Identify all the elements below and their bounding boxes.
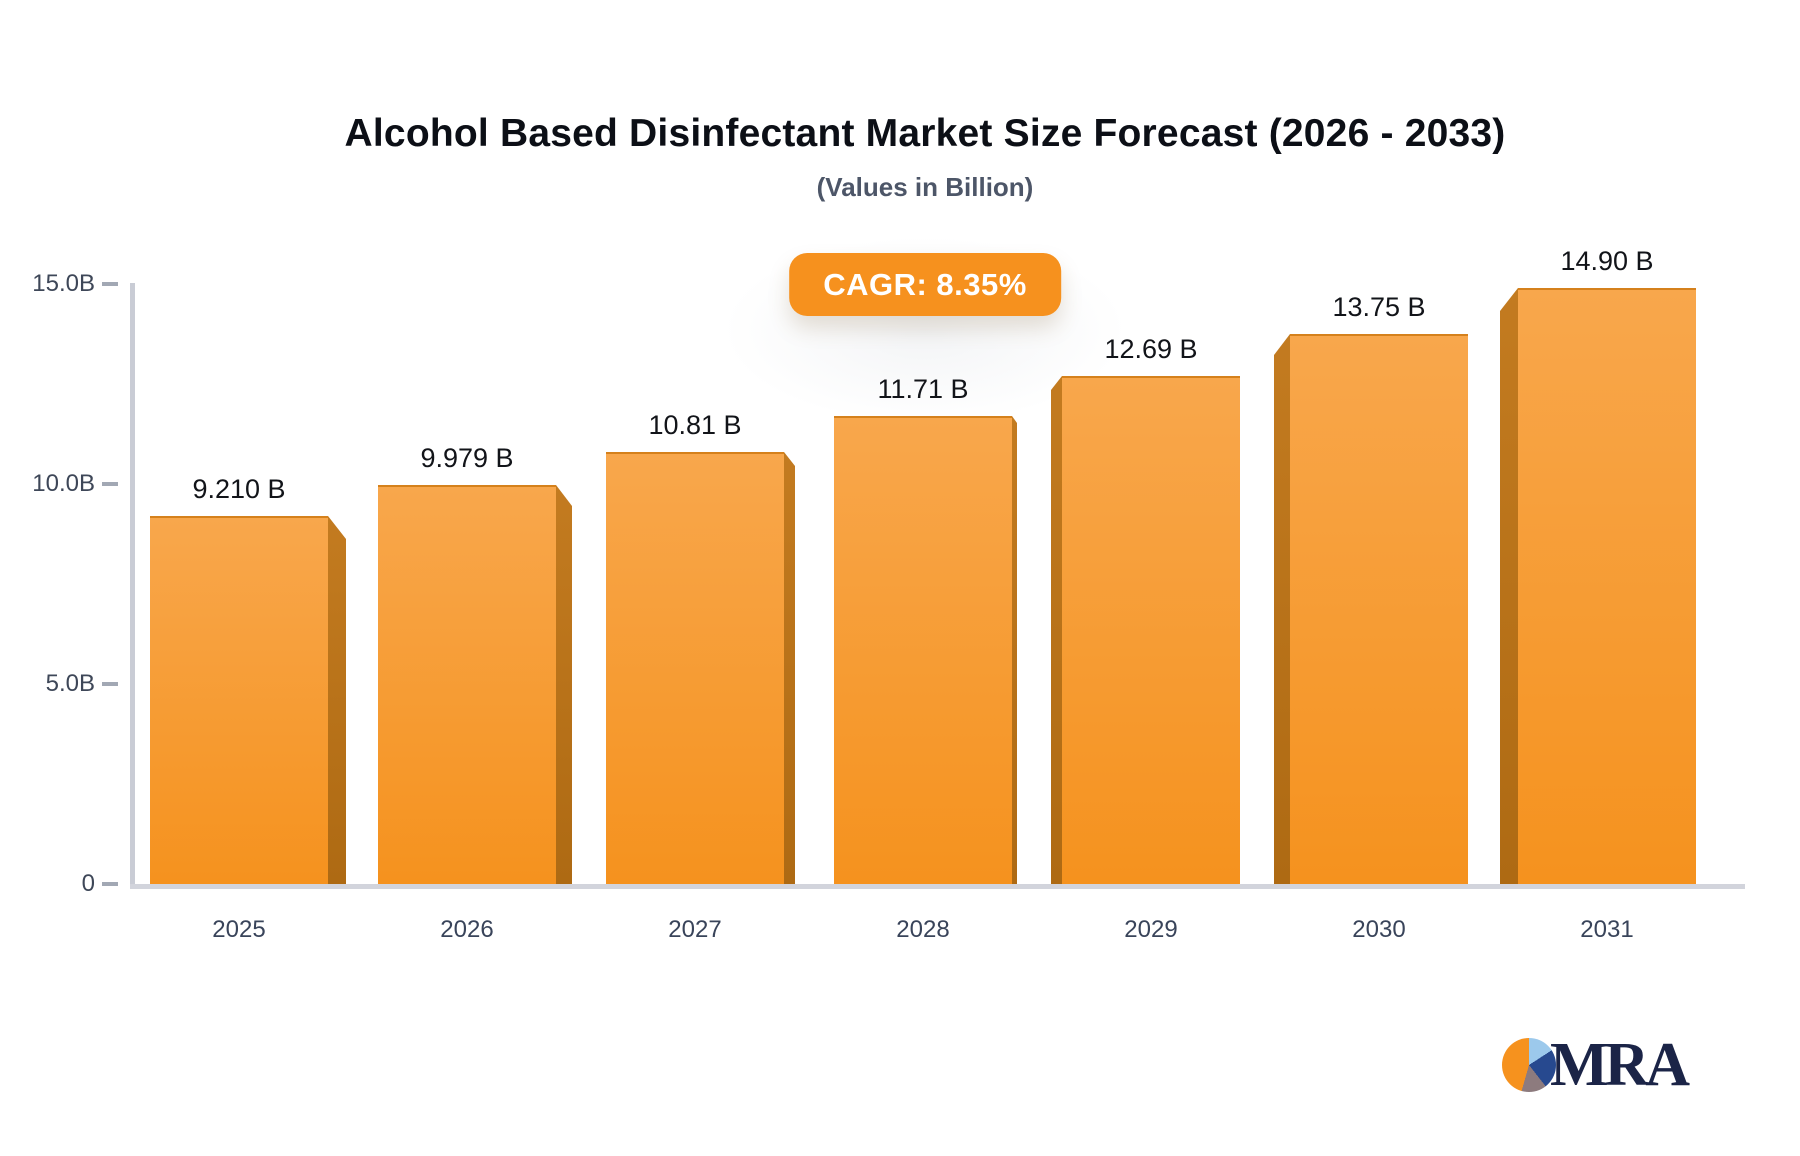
y-tick-0 [102, 882, 118, 886]
x-axis-label-2031: 2031 [1580, 916, 1634, 943]
y-axis-line [130, 283, 135, 889]
bar-value-label-2031: 14.90 B [1560, 246, 1654, 276]
bar-value-label-2027: 10.81 B [648, 410, 742, 440]
chart-title: Alcohol Based Disinfectant Market Size F… [344, 112, 1506, 155]
x-axis-label-2028: 2028 [896, 916, 950, 943]
bar-2030 [1290, 334, 1468, 884]
chart-subtitle: (Values in Billion) [816, 172, 1034, 202]
logo-text: MRA [1550, 1031, 1690, 1099]
y-tick-15.0B [102, 282, 118, 286]
bar-2026 [378, 485, 556, 884]
bar-side-face-2027 [784, 452, 795, 884]
y-tick-label-10.0B: 10.0B [32, 470, 95, 497]
x-axis-label-2030: 2030 [1352, 916, 1406, 943]
bar-2027 [606, 452, 784, 884]
bar-side-face-2025 [328, 516, 346, 884]
y-tick-label-5.0B: 5.0B [45, 670, 95, 697]
bar-value-label-2026: 9.979 B [420, 443, 514, 473]
bar-value-label-2030: 13.75 B [1332, 292, 1426, 322]
bar-2031 [1518, 288, 1696, 884]
y-tick-label-15.0B: 15.0B [32, 270, 95, 297]
bar-side-face-2026 [556, 485, 572, 884]
y-tick-label-0: 0 [81, 870, 95, 897]
x-axis-label-2026: 2026 [440, 916, 494, 943]
bar-2028 [834, 416, 1012, 884]
bar-value-label-2025: 9.210 B [192, 474, 286, 504]
bar-2025 [150, 516, 328, 884]
cagr-badge: CAGR: 8.35% [789, 253, 1061, 316]
bar-value-label-2029: 12.69 B [1104, 334, 1198, 364]
pie-chart-logo-icon [1502, 1038, 1556, 1092]
x-axis-label-2027: 2027 [668, 916, 722, 943]
bar-2029 [1062, 376, 1240, 884]
x-axis-label-2025: 2025 [212, 916, 266, 943]
bar-side-face-2029 [1051, 376, 1062, 884]
x-axis-baseline [130, 884, 1745, 889]
mra-logo: MRA [1502, 1031, 1690, 1099]
bar-value-label-2028: 11.71 B [877, 374, 969, 404]
bar-side-face-2028 [1012, 416, 1017, 884]
x-axis-label-2029: 2029 [1124, 916, 1178, 943]
y-tick-10.0B [102, 482, 118, 486]
bar-side-face-2031 [1500, 288, 1518, 884]
bar-side-face-2030 [1274, 334, 1290, 884]
y-tick-5.0B [102, 682, 118, 686]
